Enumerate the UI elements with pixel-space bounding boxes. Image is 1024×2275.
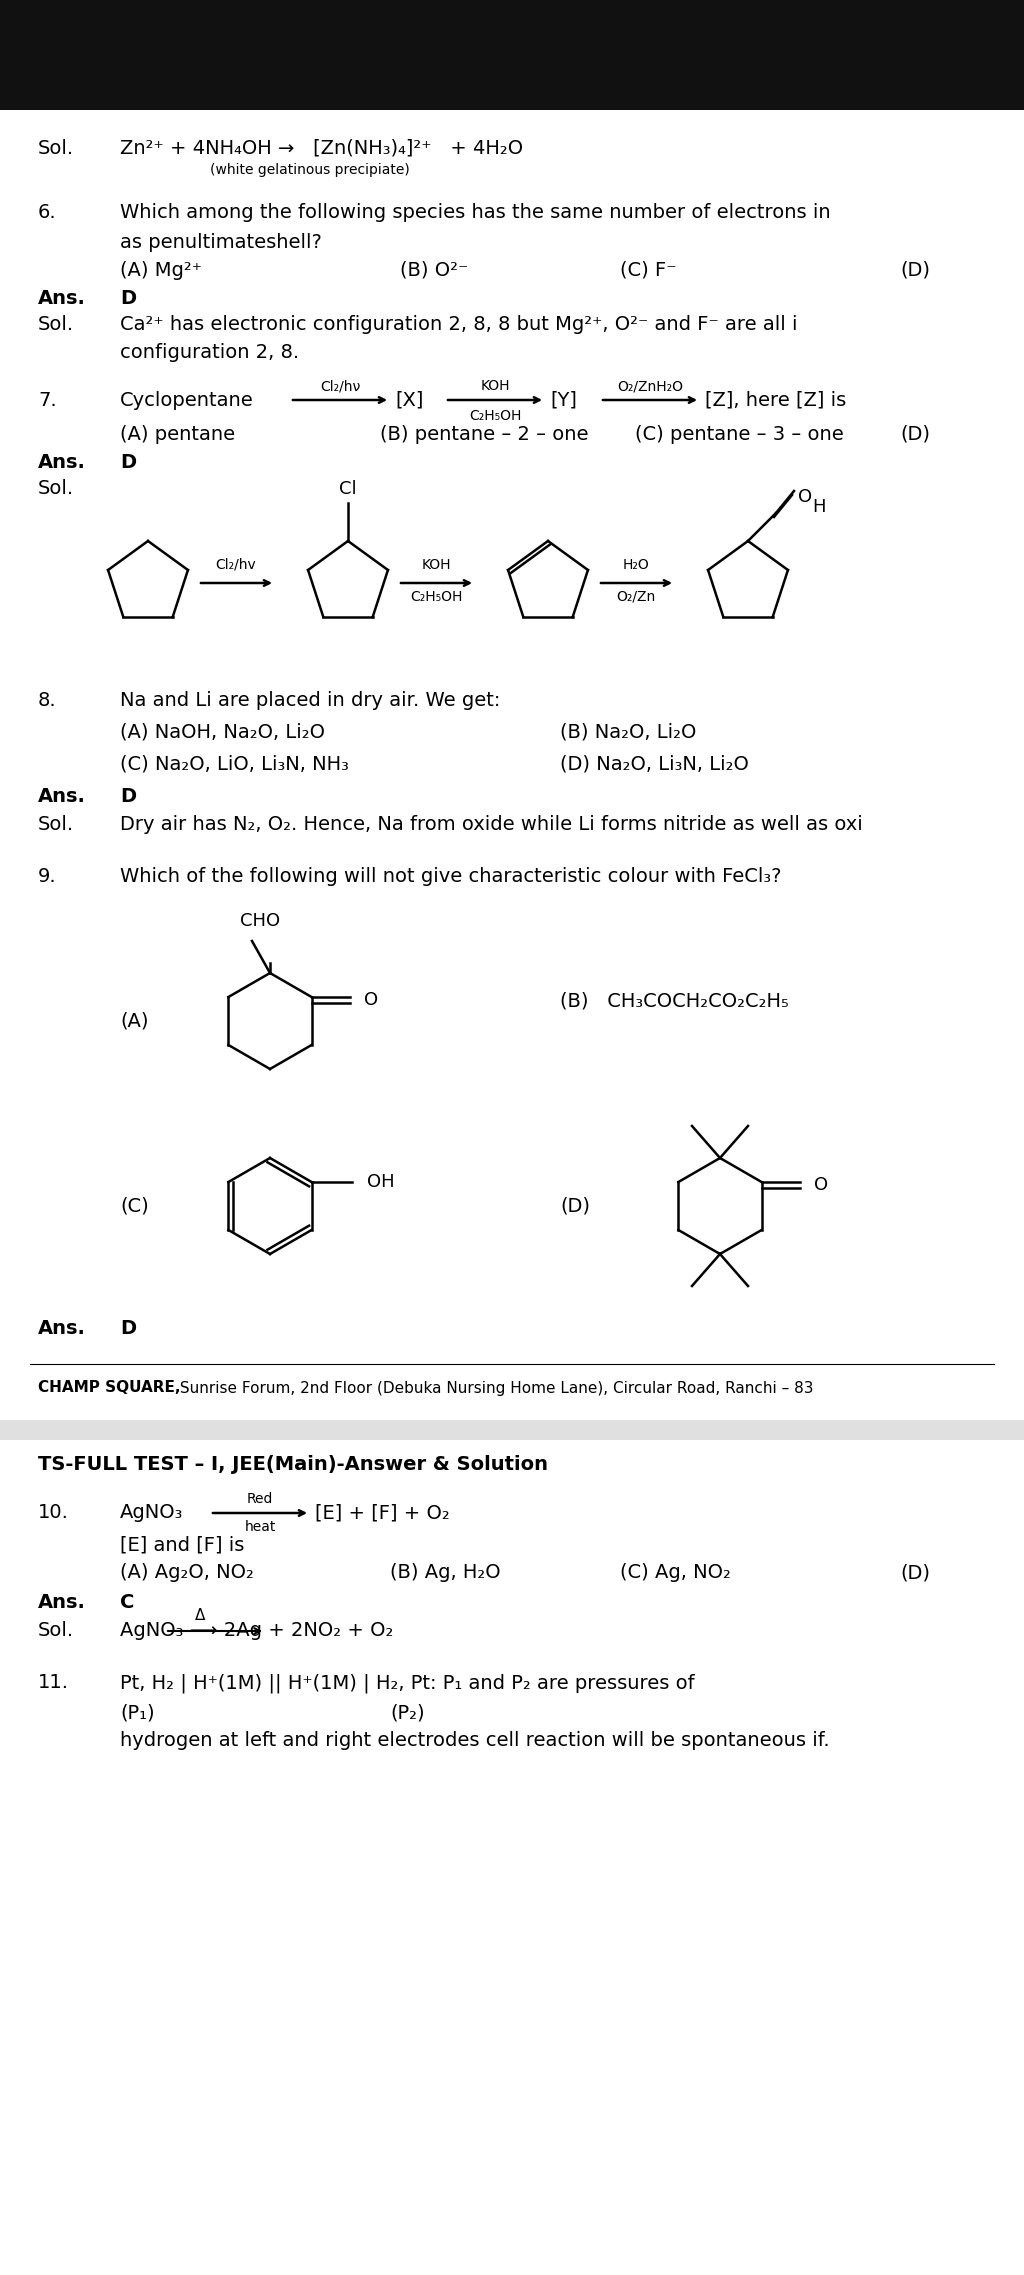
Text: Cyclopentane: Cyclopentane <box>120 391 254 410</box>
Text: (B) pentane – 2 – one: (B) pentane – 2 – one <box>380 425 589 444</box>
Text: CHO: CHO <box>240 912 280 930</box>
Text: 8.: 8. <box>38 692 56 710</box>
Text: [X]: [X] <box>395 391 423 410</box>
Text: (A): (A) <box>120 1012 148 1031</box>
Text: Red: Red <box>247 1492 273 1506</box>
Text: Zn²⁺ + 4NH₄OH →   [Zn(NH₃)₄]²⁺   + 4H₂O: Zn²⁺ + 4NH₄OH → [Zn(NH₃)₄]²⁺ + 4H₂O <box>120 139 523 157</box>
Text: Sunrise Forum, 2nd Floor (Debuka Nursing Home Lane), Circular Road, Ranchi – 83: Sunrise Forum, 2nd Floor (Debuka Nursing… <box>175 1381 813 1395</box>
Text: O: O <box>364 992 378 1010</box>
Text: (D) Na₂O, Li₃N, Li₂O: (D) Na₂O, Li₃N, Li₂O <box>560 755 749 774</box>
Text: (D): (D) <box>560 1197 590 1215</box>
Text: configuration 2, 8.: configuration 2, 8. <box>120 344 299 362</box>
Text: Sol.: Sol. <box>38 1622 74 1640</box>
Text: Ans.: Ans. <box>38 1592 86 1613</box>
Text: (D): (D) <box>900 262 930 280</box>
Text: (B)   CH₃COCH₂CO₂C₂H₅: (B) CH₃COCH₂CO₂C₂H₅ <box>560 992 788 1010</box>
Text: (white gelatinous precipiate): (white gelatinous precipiate) <box>210 164 410 177</box>
Text: O: O <box>798 489 812 505</box>
Text: Ans.: Ans. <box>38 453 86 471</box>
Text: (C) Ag, NO₂: (C) Ag, NO₂ <box>620 1563 731 1583</box>
Text: as penultimateshell?: as penultimateshell? <box>120 232 322 253</box>
Text: CHAMP SQUARE,: CHAMP SQUARE, <box>38 1381 180 1395</box>
Text: 10.: 10. <box>38 1504 69 1522</box>
Text: H: H <box>812 498 825 516</box>
Text: (P₁): (P₁) <box>120 1704 155 1722</box>
Text: (A) pentane: (A) pentane <box>120 425 236 444</box>
Text: [E] and [F] is: [E] and [F] is <box>120 1536 245 1554</box>
Text: 6.: 6. <box>38 202 56 221</box>
Text: H₂O: H₂O <box>623 557 649 571</box>
Text: [E] + [F] + O₂: [E] + [F] + O₂ <box>315 1504 450 1522</box>
Text: Ca²⁺ has electronic configuration 2, 8, 8 but Mg²⁺, O²⁻ and F⁻ are all i: Ca²⁺ has electronic configuration 2, 8, … <box>120 314 798 334</box>
Text: 7.: 7. <box>38 391 56 410</box>
Text: (C): (C) <box>120 1197 148 1215</box>
Text: (D): (D) <box>900 425 930 444</box>
Text: Ans.: Ans. <box>38 787 86 805</box>
Text: D: D <box>120 289 136 307</box>
Text: (P₂): (P₂) <box>390 1704 425 1722</box>
Text: KOH: KOH <box>421 557 451 571</box>
Text: C₂H₅OH: C₂H₅OH <box>410 589 462 603</box>
Text: TS-FULL TEST – I, JEE(Main)-Answer & Solution: TS-FULL TEST – I, JEE(Main)-Answer & Sol… <box>38 1456 548 1474</box>
Text: C: C <box>120 1592 134 1613</box>
Text: (B) Na₂O, Li₂O: (B) Na₂O, Li₂O <box>560 723 696 742</box>
Text: Cl₂/hν: Cl₂/hν <box>319 380 360 394</box>
Text: O: O <box>814 1176 827 1194</box>
Text: Which of the following will not give characteristic colour with FeCl₃?: Which of the following will not give cha… <box>120 867 781 885</box>
Text: (D): (D) <box>900 1563 930 1583</box>
Text: O₂/Zn: O₂/Zn <box>616 589 655 603</box>
Text: O₂/ZnH₂O: O₂/ZnH₂O <box>617 380 683 394</box>
Text: (C) F⁻: (C) F⁻ <box>620 262 677 280</box>
Bar <box>0 1420 1024 1440</box>
Bar <box>0 0 1024 109</box>
Text: Ans.: Ans. <box>38 289 86 307</box>
Text: Sol.: Sol. <box>38 478 74 498</box>
Text: Sol.: Sol. <box>38 139 74 157</box>
Text: [Y]: [Y] <box>550 391 577 410</box>
Text: D: D <box>120 453 136 471</box>
Text: C₂H₅OH: C₂H₅OH <box>469 410 521 423</box>
Text: (A) Mg²⁺: (A) Mg²⁺ <box>120 262 202 280</box>
Text: Sol.: Sol. <box>38 314 74 334</box>
Text: Cl₂/hv: Cl₂/hv <box>216 557 256 571</box>
Text: D: D <box>120 1320 136 1338</box>
Text: Which among the following species has the same number of electrons in: Which among the following species has th… <box>120 202 830 221</box>
Text: Na and Li are placed in dry air. We get:: Na and Li are placed in dry air. We get: <box>120 692 501 710</box>
Text: Ans.: Ans. <box>38 1320 86 1338</box>
Text: (B) O²⁻: (B) O²⁻ <box>400 262 468 280</box>
Text: OH: OH <box>367 1174 394 1192</box>
Text: Pt, H₂ | H⁺(1M) || H⁺(1M) | H₂, Pt: P₁ and P₂ are pressures of: Pt, H₂ | H⁺(1M) || H⁺(1M) | H₂, Pt: P₁ a… <box>120 1672 694 1693</box>
Text: (B) Ag, H₂O: (B) Ag, H₂O <box>390 1563 501 1583</box>
Text: [Z], here [Z] is: [Z], here [Z] is <box>705 391 846 410</box>
Text: (A) NaOH, Na₂O, Li₂O: (A) NaOH, Na₂O, Li₂O <box>120 723 325 742</box>
Text: (A) Ag₂O, NO₂: (A) Ag₂O, NO₂ <box>120 1563 254 1583</box>
Text: AgNO₃: AgNO₃ <box>120 1504 183 1522</box>
Text: hydrogen at left and right electrodes cell reaction will be spontaneous if.: hydrogen at left and right electrodes ce… <box>120 1731 829 1749</box>
Text: D: D <box>120 787 136 805</box>
Text: KOH: KOH <box>480 380 510 394</box>
Text: Dry air has N₂, O₂. Hence, Na from oxide while Li forms nitride as well as oxi: Dry air has N₂, O₂. Hence, Na from oxide… <box>120 814 863 833</box>
Text: 11.: 11. <box>38 1674 69 1693</box>
Text: AgNO₃ ⟶ 2Ag + 2NO₂ + O₂: AgNO₃ ⟶ 2Ag + 2NO₂ + O₂ <box>120 1622 393 1640</box>
Text: Δ: Δ <box>195 1608 205 1622</box>
Text: Sol.: Sol. <box>38 814 74 833</box>
Text: (C) Na₂O, LiO, Li₃N, NH₃: (C) Na₂O, LiO, Li₃N, NH₃ <box>120 755 349 774</box>
Text: 9.: 9. <box>38 867 56 885</box>
Text: (C) pentane – 3 – one: (C) pentane – 3 – one <box>635 425 844 444</box>
Text: Cl: Cl <box>339 480 356 498</box>
Text: heat: heat <box>245 1520 275 1533</box>
